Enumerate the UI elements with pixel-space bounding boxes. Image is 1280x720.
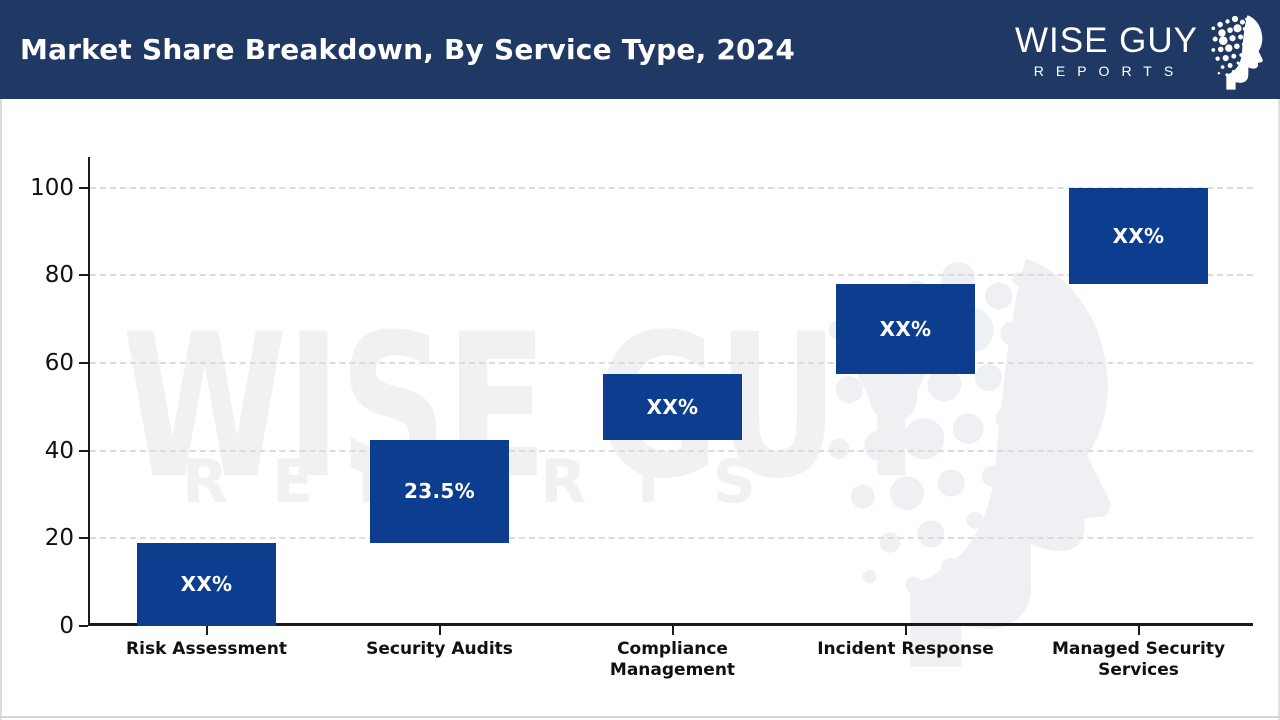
gridline-40 bbox=[90, 449, 1253, 452]
header-bar: Market Share Breakdown, By Service Type,… bbox=[0, 0, 1280, 99]
y-tick-label-100: 100 bbox=[30, 174, 74, 201]
bar-value-label-security-audits: 23.5% bbox=[404, 479, 475, 504]
watermark-wordmark: WISE GUY bbox=[122, 293, 946, 523]
wise-guy-reports-logo: WISE GUY REPORTS bbox=[1015, 0, 1266, 99]
y-tick-mark-60 bbox=[79, 362, 88, 364]
y-tick-label-40: 40 bbox=[44, 437, 74, 464]
x-tick-mark-incident-response bbox=[904, 626, 907, 635]
left-border-line bbox=[0, 99, 2, 720]
logo-text: WISE GUY REPORTS bbox=[1015, 21, 1198, 79]
bar-value-label-risk-assessment: XX% bbox=[180, 572, 233, 597]
bar-value-label-incident-response: XX% bbox=[879, 317, 932, 342]
y-tick-label-60: 60 bbox=[44, 350, 74, 376]
bar-managed-security-services: XX% bbox=[1069, 187, 1208, 285]
plot-area: 0 20 40 60 80 100 XX% Risk Assessment 23.5% Secur… bbox=[30, 157, 1253, 680]
bar-compliance-management: XX% bbox=[603, 373, 742, 440]
x-tick-mark-security-audits bbox=[438, 626, 441, 635]
bar-value-label-managed-security-services: XX% bbox=[1112, 223, 1165, 248]
y-tick-mark-0 bbox=[79, 625, 88, 627]
logo-subtitle: REPORTS bbox=[1033, 62, 1186, 79]
head-profile-icon bbox=[1211, 14, 1263, 90]
logo-wordmark: WISE GUY bbox=[1014, 20, 1198, 60]
gridline-80 bbox=[90, 274, 1253, 277]
y-tick-mark-20 bbox=[79, 537, 88, 540]
y-tick-mark-80 bbox=[79, 274, 88, 277]
bar-risk-assessment: XX% bbox=[137, 542, 276, 626]
y-tick-label-80: 80 bbox=[44, 262, 74, 289]
y-tick-mark-100 bbox=[79, 186, 88, 189]
x-tick-mark-compliance-management bbox=[671, 626, 674, 635]
x-tick-mark-managed-security-services bbox=[1137, 626, 1140, 635]
bar-security-audits: 23.5% bbox=[370, 439, 509, 543]
x-tick-mark-risk-assessment bbox=[205, 626, 208, 635]
x-tick-label-security-audits: Security Audits bbox=[366, 639, 513, 659]
x-tick-label-incident-response: Incident Response bbox=[817, 639, 994, 659]
y-tick-label-0: 0 bbox=[59, 613, 74, 639]
gridline-20 bbox=[90, 537, 1253, 540]
y-tick-label-20: 20 bbox=[44, 525, 74, 552]
bar-incident-response: XX% bbox=[836, 284, 975, 374]
bar-value-label-compliance-management: XX% bbox=[646, 394, 699, 419]
page-title: Market Share Breakdown, By Service Type,… bbox=[20, 33, 796, 66]
right-border-line bbox=[1278, 99, 1280, 720]
gridline-100 bbox=[90, 186, 1253, 189]
x-tick-label-compliance-management: Compliance Management bbox=[609, 639, 736, 681]
bottom-border-line bbox=[0, 716, 1280, 718]
x-tick-label-risk-assessment: Risk Assessment bbox=[126, 639, 287, 659]
x-tick-label-managed-security-services: Managed Security Services bbox=[1051, 639, 1226, 681]
y-tick-mark-40 bbox=[79, 449, 88, 452]
gridline-60 bbox=[90, 362, 1253, 364]
